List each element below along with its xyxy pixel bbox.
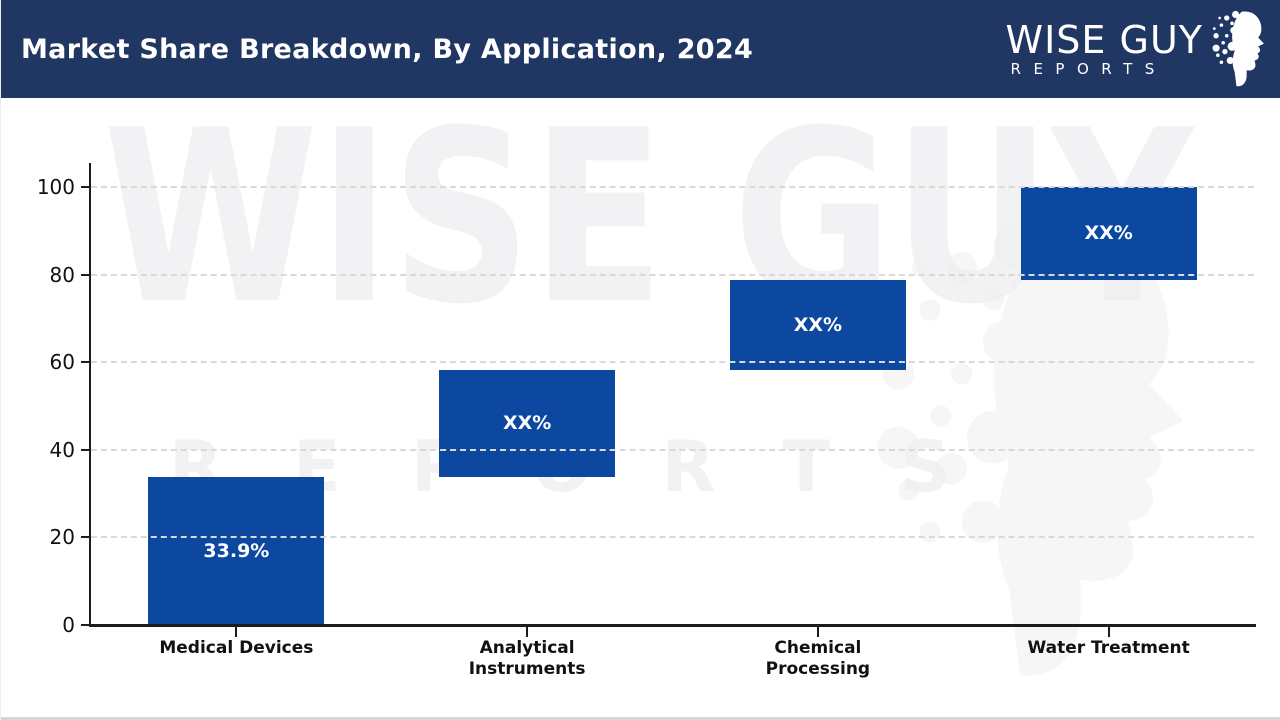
y-tick-label: 100: [36, 175, 75, 199]
category-label: Chemical Processing: [765, 638, 871, 680]
waterfall-bar: 33.9%: [148, 476, 325, 625]
waterfall-bar: XX%: [729, 279, 906, 371]
y-tick-label: 0: [62, 613, 75, 637]
x-axis-tick: [235, 627, 238, 637]
waterfall-bar: XX%: [439, 370, 616, 477]
y-axis-tick: [81, 273, 89, 276]
gridline: [91, 186, 1254, 188]
y-axis-tick: [81, 624, 89, 626]
x-axis-tick: [816, 627, 819, 637]
category-label: Water Treatment: [1027, 638, 1190, 658]
gridline: [91, 361, 1254, 364]
y-axis-tick: [81, 536, 89, 539]
y-axis-tick: [81, 448, 89, 451]
x-axis-tick: [526, 627, 529, 637]
category-label: Medical Devices: [159, 638, 314, 658]
y-axis-tick: [81, 361, 89, 364]
page-title: Market Share Breakdown, By Application, …: [21, 33, 754, 65]
brand-wordmark: WISE GUY REPORTS: [1006, 21, 1203, 77]
brand-name: WISE GUY: [1005, 18, 1203, 62]
y-axis-tick: [81, 186, 89, 188]
y-tick-label: 20: [49, 525, 75, 550]
y-axis-line: [89, 163, 91, 627]
x-axis-tick: [1107, 627, 1110, 637]
dotted-head-icon: [1212, 10, 1264, 87]
header-bar: Market Share Breakdown, By Application, …: [1, 0, 1280, 98]
bar-value-label: XX%: [793, 313, 843, 336]
brand-logo: WISE GUY REPORTS: [1006, 7, 1271, 91]
y-tick-label: 80: [49, 262, 75, 287]
gridline: [91, 273, 1254, 276]
category-label: Analytical Instruments: [468, 638, 586, 680]
gridline: [91, 448, 1254, 451]
waterfall-bar: XX%: [1020, 187, 1197, 280]
y-tick-label: 40: [49, 437, 75, 462]
y-tick-label: 60: [49, 350, 75, 375]
chart-area: WISE GUY REPORTS 02040608010033.9%Medica…: [1, 80, 1280, 720]
x-axis-line: [89, 624, 1256, 627]
brand-subtitle: REPORTS: [1010, 60, 1167, 78]
bar-value-label: XX%: [1084, 222, 1133, 245]
bar-value-label: XX%: [502, 412, 552, 435]
watermark-dotted-head-icon: [877, 225, 1184, 676]
gridline: [91, 536, 1254, 539]
bar-value-label: 33.9%: [203, 539, 270, 562]
